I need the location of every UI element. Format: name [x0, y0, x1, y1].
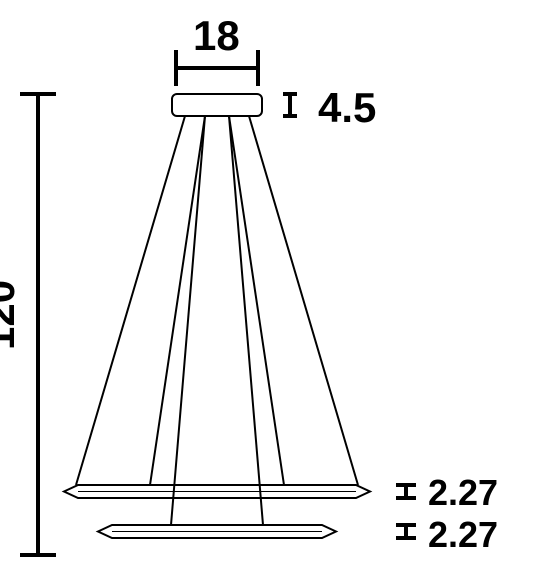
dim-ring-upper: 2.27 [428, 472, 498, 514]
dim-height-total: 120 [0, 280, 24, 350]
dim-canopy-width: 18 [193, 12, 240, 60]
dim-ring-lower: 2.27 [428, 514, 498, 556]
dim-canopy-height: 4.5 [318, 84, 376, 132]
diagram-stage: 120 18 4.5 2.27 2.27 [0, 0, 545, 579]
